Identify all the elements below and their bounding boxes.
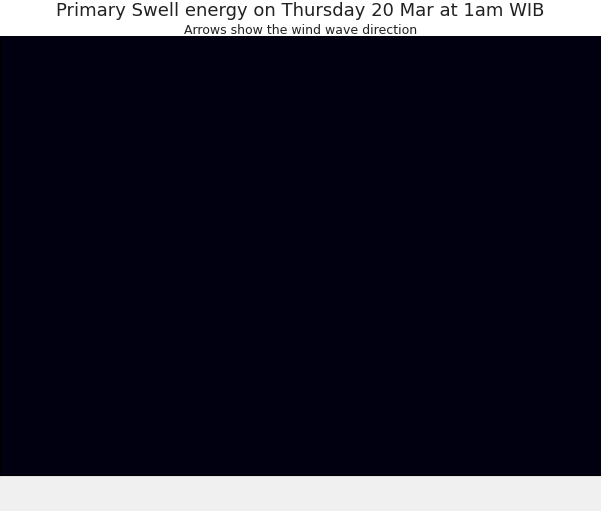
- Text: Arrows show the wind wave direction: Arrows show the wind wave direction: [184, 24, 417, 37]
- Text: Primary Swell energy on Thursday 20 Mar at 1am WIB: Primary Swell energy on Thursday 20 Mar …: [56, 2, 545, 20]
